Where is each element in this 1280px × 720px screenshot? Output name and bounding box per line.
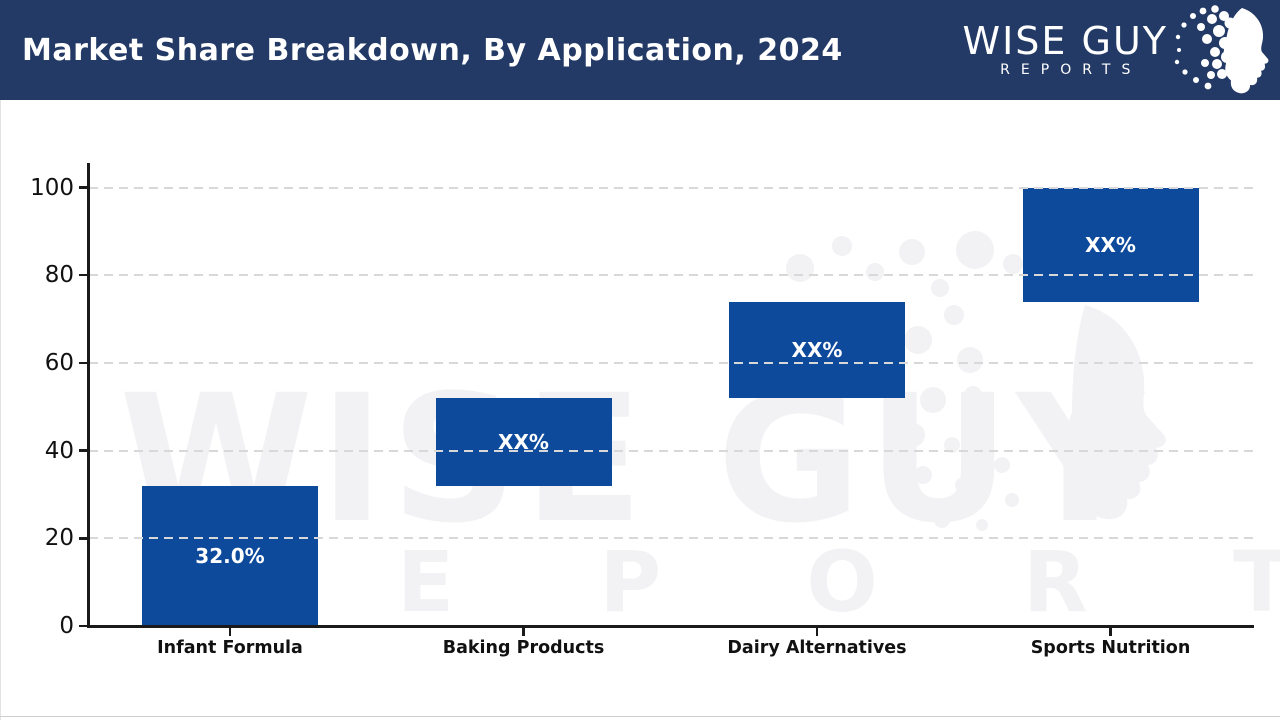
x-category-label: Baking Products xyxy=(442,638,605,658)
image-bottom-border xyxy=(0,716,1280,717)
y-tick-label: 80 xyxy=(44,262,74,289)
logo-subtitle: REPORTS xyxy=(1000,62,1142,79)
logo-wordmark: WISE GUY xyxy=(962,18,1168,63)
x-axis-spine xyxy=(87,625,1254,628)
y-tick-label: 40 xyxy=(44,437,74,464)
x-category-label: Sports Nutrition xyxy=(1030,638,1191,658)
logo-text: WISE GUY REPORTS xyxy=(962,18,1168,79)
bar-sports-nutrition xyxy=(1022,187,1199,302)
x-tick-mark xyxy=(1109,628,1112,636)
bar-value-label: 32.0% xyxy=(195,543,265,568)
y-tick-mark xyxy=(79,449,87,452)
gridline-20 xyxy=(89,537,1253,540)
gridline-40 xyxy=(89,449,1253,452)
y-tick-mark xyxy=(79,273,87,277)
header-bar: Market Share Breakdown, By Application, … xyxy=(0,0,1280,100)
y-tick-mark xyxy=(79,624,87,628)
gridline-100 xyxy=(89,186,1253,189)
wiseguy-logo: WISE GUY REPORTS xyxy=(963,4,1272,96)
y-axis-spine xyxy=(87,163,90,628)
x-tick-mark xyxy=(815,628,819,636)
bar-baking-products xyxy=(435,397,612,486)
chart-title: Market Share Breakdown, By Application, … xyxy=(22,32,843,68)
y-tick-mark xyxy=(79,186,87,189)
y-tick-mark xyxy=(79,361,87,365)
x-category-label: Dairy Alternatives xyxy=(727,638,907,658)
bar-value-label: XX% xyxy=(498,429,549,454)
bar-value-label: XX% xyxy=(1085,232,1136,257)
bar-value-label: XX% xyxy=(791,337,843,362)
y-tick-label: 60 xyxy=(44,349,74,376)
y-tick-label: 20 xyxy=(44,525,74,552)
logo-face-icon xyxy=(1174,5,1269,94)
watermark-subtitle: R E P O R T S xyxy=(187,533,1280,631)
x-tick-mark xyxy=(228,628,232,636)
bar-dairy-alternatives xyxy=(729,301,905,398)
x-category-label: Infant Formula xyxy=(157,638,303,658)
gridline-80 xyxy=(89,274,1253,277)
y-tick-label: 100 xyxy=(30,174,74,201)
y-tick-label: 0 xyxy=(59,613,74,639)
y-tick-mark xyxy=(79,537,87,540)
gridline-60 xyxy=(89,361,1253,364)
bar-infant-formula xyxy=(142,485,318,626)
x-tick-mark xyxy=(522,628,525,636)
